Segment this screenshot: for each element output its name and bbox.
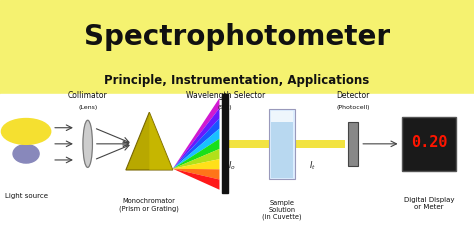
Text: Digital Display
or Meter: Digital Display or Meter xyxy=(404,197,454,210)
Text: (Slit): (Slit) xyxy=(218,105,232,110)
Polygon shape xyxy=(173,169,219,190)
Polygon shape xyxy=(173,128,219,169)
Bar xyxy=(0,0,474,94)
Text: (Lens): (Lens) xyxy=(78,105,97,110)
Text: $I_o$: $I_o$ xyxy=(228,160,236,172)
Bar xyxy=(271,120,293,178)
Text: Detector: Detector xyxy=(337,92,370,100)
Text: Principle, Instrumentation, Applications: Principle, Instrumentation, Applications xyxy=(104,74,370,87)
Bar xyxy=(348,122,358,166)
Text: Wavelength Selector: Wavelength Selector xyxy=(185,92,265,100)
Text: Monochromator
(Prism or Grating): Monochromator (Prism or Grating) xyxy=(119,198,179,212)
Polygon shape xyxy=(173,149,219,169)
Bar xyxy=(271,111,293,123)
Text: Collimator: Collimator xyxy=(68,92,108,100)
Bar xyxy=(222,94,228,193)
Text: (Photocell): (Photocell) xyxy=(337,105,370,110)
Polygon shape xyxy=(173,169,219,180)
Bar xyxy=(0,94,474,248)
Polygon shape xyxy=(173,108,219,169)
Polygon shape xyxy=(228,139,345,148)
Text: Light source: Light source xyxy=(5,193,47,199)
Circle shape xyxy=(1,119,51,144)
Polygon shape xyxy=(173,139,219,169)
Text: Sample
Solution
(in Cuvette): Sample Solution (in Cuvette) xyxy=(262,200,302,220)
Text: $I_t$: $I_t$ xyxy=(310,160,316,172)
Polygon shape xyxy=(173,118,219,169)
Text: Spectrophotometer: Spectrophotometer xyxy=(84,23,390,51)
Bar xyxy=(402,117,456,171)
Text: 0.20: 0.20 xyxy=(410,135,447,150)
Polygon shape xyxy=(173,98,219,169)
Ellipse shape xyxy=(83,120,92,167)
Polygon shape xyxy=(173,159,219,169)
Polygon shape xyxy=(126,112,173,170)
Bar xyxy=(269,109,295,179)
Polygon shape xyxy=(149,112,173,170)
Ellipse shape xyxy=(13,144,39,163)
